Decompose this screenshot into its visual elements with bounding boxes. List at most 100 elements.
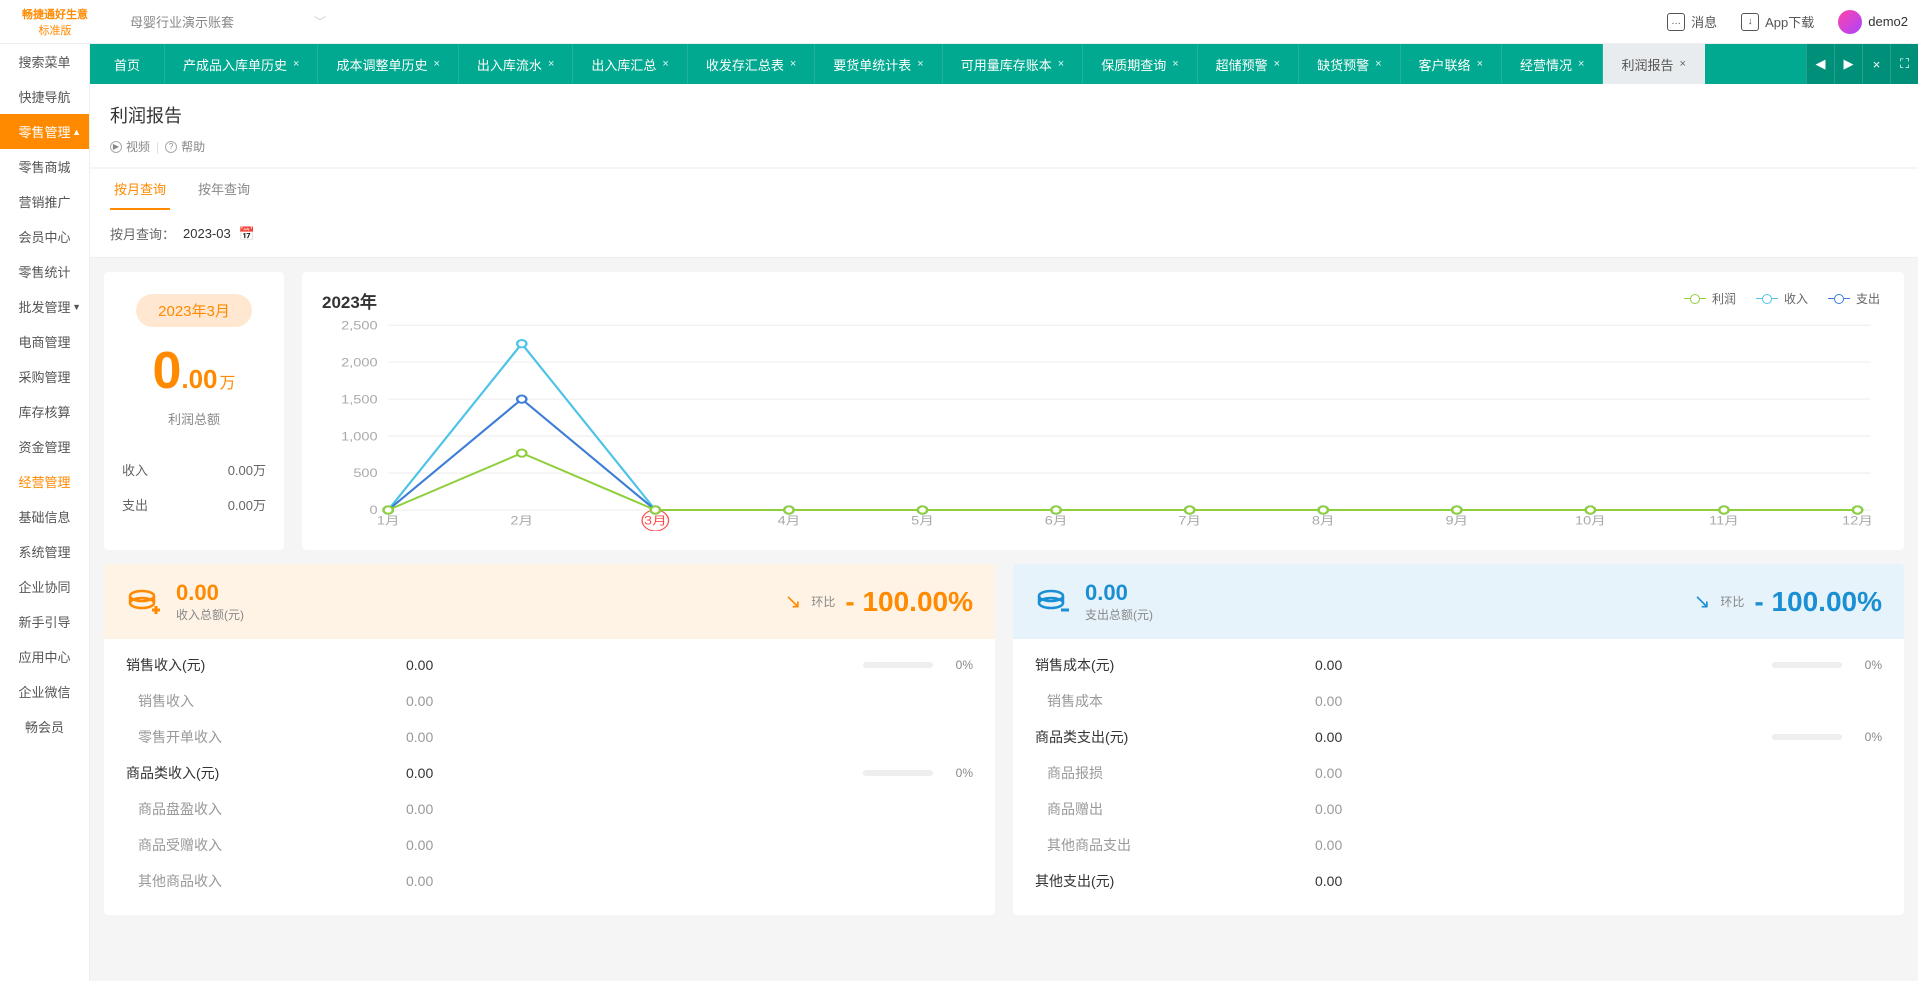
legend-income: 收入 xyxy=(1756,290,1808,307)
tab-next-button[interactable]: ▶ xyxy=(1834,44,1862,84)
sidebar-item[interactable]: 快捷导航 xyxy=(0,79,89,114)
sidebar-item[interactable]: 系统管理 xyxy=(0,534,89,569)
svg-text:500: 500 xyxy=(353,467,377,480)
sidebar-item[interactable]: 搜索菜单 xyxy=(0,44,89,79)
sidebar-item[interactable]: 零售商城 xyxy=(0,149,89,184)
close-icon[interactable]: × xyxy=(1058,58,1064,70)
row-label: 销售成本(元) xyxy=(1035,655,1315,675)
close-icon[interactable]: × xyxy=(662,58,668,70)
svg-text:6月: 6月 xyxy=(1045,514,1068,527)
messages-label: 消息 xyxy=(1691,12,1717,31)
row-value: 0.00 xyxy=(1315,873,1415,889)
table-row: 商品受赠收入0.00 xyxy=(126,827,973,863)
expense-ratio: - 100.00% xyxy=(1754,586,1882,618)
row-label: 销售成本 xyxy=(1035,691,1315,711)
tab-bar: 首页产成品入库单历史×成本调整单历史×出入库流水×出入库汇总×收发存汇总表×要货… xyxy=(90,44,1918,84)
sidebar-item[interactable]: 企业协同 xyxy=(0,569,89,604)
help-link[interactable]: ? 帮助 xyxy=(165,138,205,155)
tab-prev-button[interactable]: ◀ xyxy=(1806,44,1834,84)
sidebar-item[interactable]: 经营管理 xyxy=(0,464,89,499)
close-icon[interactable]: × xyxy=(1679,58,1685,70)
sidebar-item[interactable]: 畅会员 xyxy=(0,709,89,744)
tab-item[interactable]: 产成品入库单历史× xyxy=(165,44,318,84)
tab-item[interactable]: 经营情况× xyxy=(1502,44,1603,84)
row-value: 0.00 xyxy=(1315,729,1415,745)
tab-label: 利润报告 xyxy=(1621,55,1673,74)
sidebar-item[interactable]: 企业微信 xyxy=(0,674,89,709)
query-tab[interactable]: 按年查询 xyxy=(194,169,254,210)
query-tab[interactable]: 按月查询 xyxy=(110,169,170,210)
tab-item[interactable]: 要货单统计表× xyxy=(815,44,942,84)
row-label: 商品赠出 xyxy=(1035,799,1315,819)
row-bar: 0% xyxy=(1415,730,1882,744)
sidebar-item[interactable]: 库存核算 xyxy=(0,394,89,429)
row-label: 商品受赠收入 xyxy=(126,835,406,855)
chart-card: 2023年 利润 收入 支出 xyxy=(302,272,1904,550)
tab-item[interactable]: 保质期查询 × xyxy=(1083,44,1197,84)
row-label: 销售收入(元) xyxy=(126,655,406,675)
close-icon[interactable]: × xyxy=(1274,58,1280,70)
sidebar-item[interactable]: 基础信息 xyxy=(0,499,89,534)
tab-item[interactable]: 利润报告 × xyxy=(1603,44,1704,84)
close-icon[interactable]: × xyxy=(1578,58,1584,70)
page-title: 利润报告 xyxy=(110,102,1898,128)
sidebar-item[interactable]: 零售管理▲ xyxy=(0,114,89,149)
user-menu[interactable]: demo2 xyxy=(1838,10,1908,34)
calendar-icon[interactable]: 📅 xyxy=(239,226,255,242)
table-row: 商品类收入(元)0.000% xyxy=(126,755,973,791)
tab-item[interactable]: 客户联络× xyxy=(1401,44,1502,84)
row-value: 0.00 xyxy=(1315,837,1415,853)
sidebar-item[interactable]: 批发管理▼ xyxy=(0,289,89,324)
tab-item[interactable]: 成本调整单历史× xyxy=(318,44,458,84)
table-row: 销售成本(元)0.000% xyxy=(1035,647,1882,683)
table-row: 商品报损0.00 xyxy=(1035,755,1882,791)
close-icon[interactable]: × xyxy=(548,58,554,70)
tab-item[interactable]: 出入库流水× xyxy=(459,44,573,84)
tab-item[interactable]: 收发存汇总表× xyxy=(688,44,815,84)
video-link[interactable]: ▶ 视频 xyxy=(110,138,150,155)
close-icon[interactable]: × xyxy=(1172,58,1178,70)
sidebar-item[interactable]: 零售统计 xyxy=(0,254,89,289)
tab-close-all-button[interactable]: × xyxy=(1862,44,1890,84)
close-icon[interactable]: × xyxy=(1375,58,1381,70)
account-selector[interactable]: 母婴行业演示账套 ﹀ xyxy=(130,12,326,31)
progress-pct: 0% xyxy=(1852,658,1882,672)
avatar xyxy=(1838,10,1862,34)
sidebar-item[interactable]: 电商管理 xyxy=(0,324,89,359)
close-icon[interactable]: × xyxy=(433,58,439,70)
help-icon: ? xyxy=(165,141,177,153)
row-bar: 0% xyxy=(506,766,973,780)
message-icon: … xyxy=(1667,13,1685,31)
close-icon[interactable]: × xyxy=(1477,58,1483,70)
close-icon[interactable]: × xyxy=(917,58,923,70)
app-download-button[interactable]: ↓ App下载 xyxy=(1741,12,1814,31)
tab-label: 保质期查询 xyxy=(1101,55,1166,74)
svg-text:1,500: 1,500 xyxy=(341,393,377,406)
summary-card: 2023年3月 0 .00 万 利润总额 收入 0.00万 支出 0.00万 xyxy=(104,272,284,550)
row-value: 0.00 xyxy=(406,801,506,817)
sidebar-item[interactable]: 采购管理 xyxy=(0,359,89,394)
row-label: 商品盘盈收入 xyxy=(126,799,406,819)
top-header: 畅捷通好生意 标准版 母婴行业演示账套 ﹀ … 消息 ↓ App下载 demo2 xyxy=(0,0,1918,44)
tab-item[interactable]: 缺货预警× xyxy=(1299,44,1400,84)
row-label: 其他商品支出 xyxy=(1035,835,1315,855)
sidebar-item[interactable]: 营销推广 xyxy=(0,184,89,219)
svg-text:3月: 3月 xyxy=(644,514,667,527)
sidebar-item[interactable]: 会员中心 xyxy=(0,219,89,254)
sidebar-item[interactable]: 新手引导 xyxy=(0,604,89,639)
tab-item[interactable]: 超储预警× xyxy=(1198,44,1299,84)
close-icon[interactable]: × xyxy=(790,58,796,70)
close-icon[interactable]: × xyxy=(293,58,299,70)
tab-home[interactable]: 首页 xyxy=(90,44,165,84)
messages-button[interactable]: … 消息 xyxy=(1667,12,1717,31)
sidebar-item[interactable]: 应用中心 xyxy=(0,639,89,674)
fullscreen-button[interactable]: ⛶ xyxy=(1890,44,1918,84)
tab-item[interactable]: 可用量库存账本× xyxy=(943,44,1083,84)
sidebar-item[interactable]: 资金管理 xyxy=(0,429,89,464)
row-bar: 0% xyxy=(506,658,973,672)
expense-row: 支出 0.00万 xyxy=(122,487,266,522)
expense-value: 0.00万 xyxy=(228,495,266,514)
tab-item[interactable]: 出入库汇总× xyxy=(573,44,687,84)
account-name: 母婴行业演示账套 xyxy=(130,12,234,31)
row-value: 0.00 xyxy=(406,765,506,781)
